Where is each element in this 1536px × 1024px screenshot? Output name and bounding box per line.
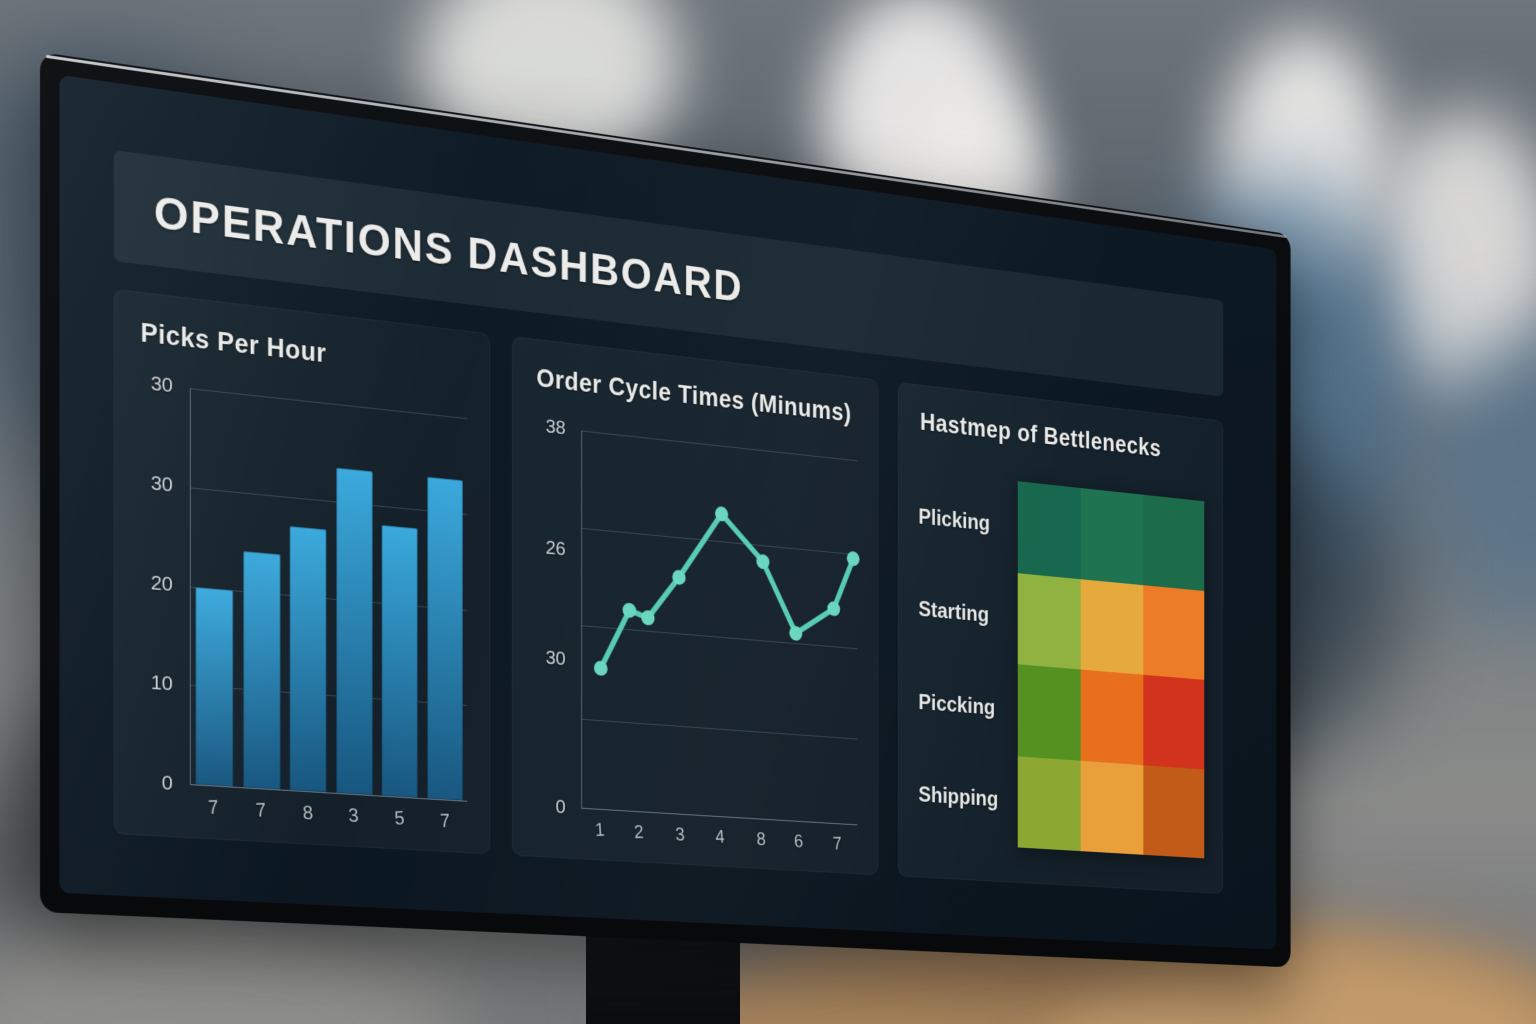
panel-heatmap-bottlenecks: Hastmep of Bettlenecks Plicking Starting P… xyxy=(897,382,1224,894)
bar-x-label: 7 xyxy=(255,799,267,822)
y-tick-label: 10 xyxy=(150,671,173,696)
line-path xyxy=(601,502,853,688)
line-x-label: 3 xyxy=(675,824,686,846)
bar-x-label: 7 xyxy=(207,797,220,819)
bar-x-label: 3 xyxy=(348,805,360,827)
heatmap-cell xyxy=(1017,664,1081,761)
line-x-label: 8 xyxy=(755,829,767,850)
heatmap-cell xyxy=(1080,669,1144,765)
panel-title: Hastmep of Bettlenecks xyxy=(920,407,1162,462)
heatmap-row-label: Plicking xyxy=(918,504,991,536)
y-tick-label: 30 xyxy=(545,647,566,671)
bar xyxy=(381,524,418,798)
bar xyxy=(195,586,234,787)
data-point xyxy=(756,553,770,570)
y-tick-label: 26 xyxy=(545,536,566,561)
y-tick-label: 38 xyxy=(545,415,566,440)
bar-x-label: 7 xyxy=(439,810,451,832)
monitor-screen: OPERATIONS DASHBOARD Picks Per Hour 30 30… xyxy=(59,74,1277,950)
heatmap-row-label: Starting xyxy=(918,597,990,628)
gridline xyxy=(190,487,468,515)
y-axis-ticks: 38 26 30 0 xyxy=(535,415,575,818)
bar xyxy=(243,551,281,790)
heatmap-row-label: Shipping xyxy=(918,782,999,812)
plot-area xyxy=(189,388,468,802)
panel-row: Picks Per Hour 30 30 20 10 0 7 7 8 3 5 7 Order Cyc… xyxy=(113,288,1224,894)
line-x-label: 1 xyxy=(594,819,606,841)
heatmap-cell xyxy=(1017,755,1081,852)
heatmap-row-labels: Plicking Starting Piccking Shipping xyxy=(918,471,1017,848)
y-tick-label: 0 xyxy=(161,771,173,795)
line-series xyxy=(593,431,860,825)
heatmap: Plicking Starting Piccking Shipping xyxy=(918,471,1205,859)
heatmap-cell xyxy=(1017,572,1081,670)
heatmap-cell xyxy=(1143,764,1205,859)
heatmap-cell xyxy=(1143,674,1205,770)
y-tick-label: 20 xyxy=(150,571,173,597)
bar-x-label: 8 xyxy=(301,802,314,825)
bar xyxy=(427,476,463,801)
heatmap-cell xyxy=(1143,494,1205,591)
line-chart: 38 26 30 0 1 2 3 4 8 6 7 xyxy=(535,415,861,856)
bar xyxy=(336,467,373,796)
heatmap-cell xyxy=(1080,760,1144,855)
heatmap-cell xyxy=(1017,481,1081,579)
bar-x-label: 5 xyxy=(393,808,406,830)
bar-chart: 30 30 20 10 0 7 7 8 3 5 7 xyxy=(139,372,471,835)
line-x-label: 6 xyxy=(793,831,804,852)
y-tick-label: 30 xyxy=(150,372,173,398)
heatmap-cell xyxy=(1080,578,1144,675)
panel-picks-per-hour: Picks Per Hour 30 30 20 10 0 7 7 8 3 5 7 xyxy=(113,288,491,855)
panel-title: Order Cycle Times (Minums) xyxy=(536,363,852,428)
heatmap-row-label: Piccking xyxy=(918,689,996,720)
heatmap-cell xyxy=(1080,488,1144,585)
panel-title: Picks Per Hour xyxy=(140,317,327,369)
gridline xyxy=(190,388,468,420)
y-axis-ticks: 30 30 20 10 0 xyxy=(139,372,183,795)
y-tick-label: 0 xyxy=(555,795,566,819)
y-tick-label: 30 xyxy=(150,471,173,497)
line-x-label: 7 xyxy=(832,834,843,855)
line-x-label: 4 xyxy=(715,827,726,848)
bar xyxy=(289,526,327,793)
panel-order-cycle-times: Order Cycle Times (Minums) 38 26 30 0 1 2 3 4 8 6… xyxy=(511,336,879,876)
line-x-label: 2 xyxy=(633,822,645,843)
heatmap-grid xyxy=(1017,481,1205,859)
plot-area xyxy=(581,430,860,826)
heatmap-cell xyxy=(1143,584,1205,680)
dashboard-title: OPERATIONS DASHBOARD xyxy=(153,184,744,311)
